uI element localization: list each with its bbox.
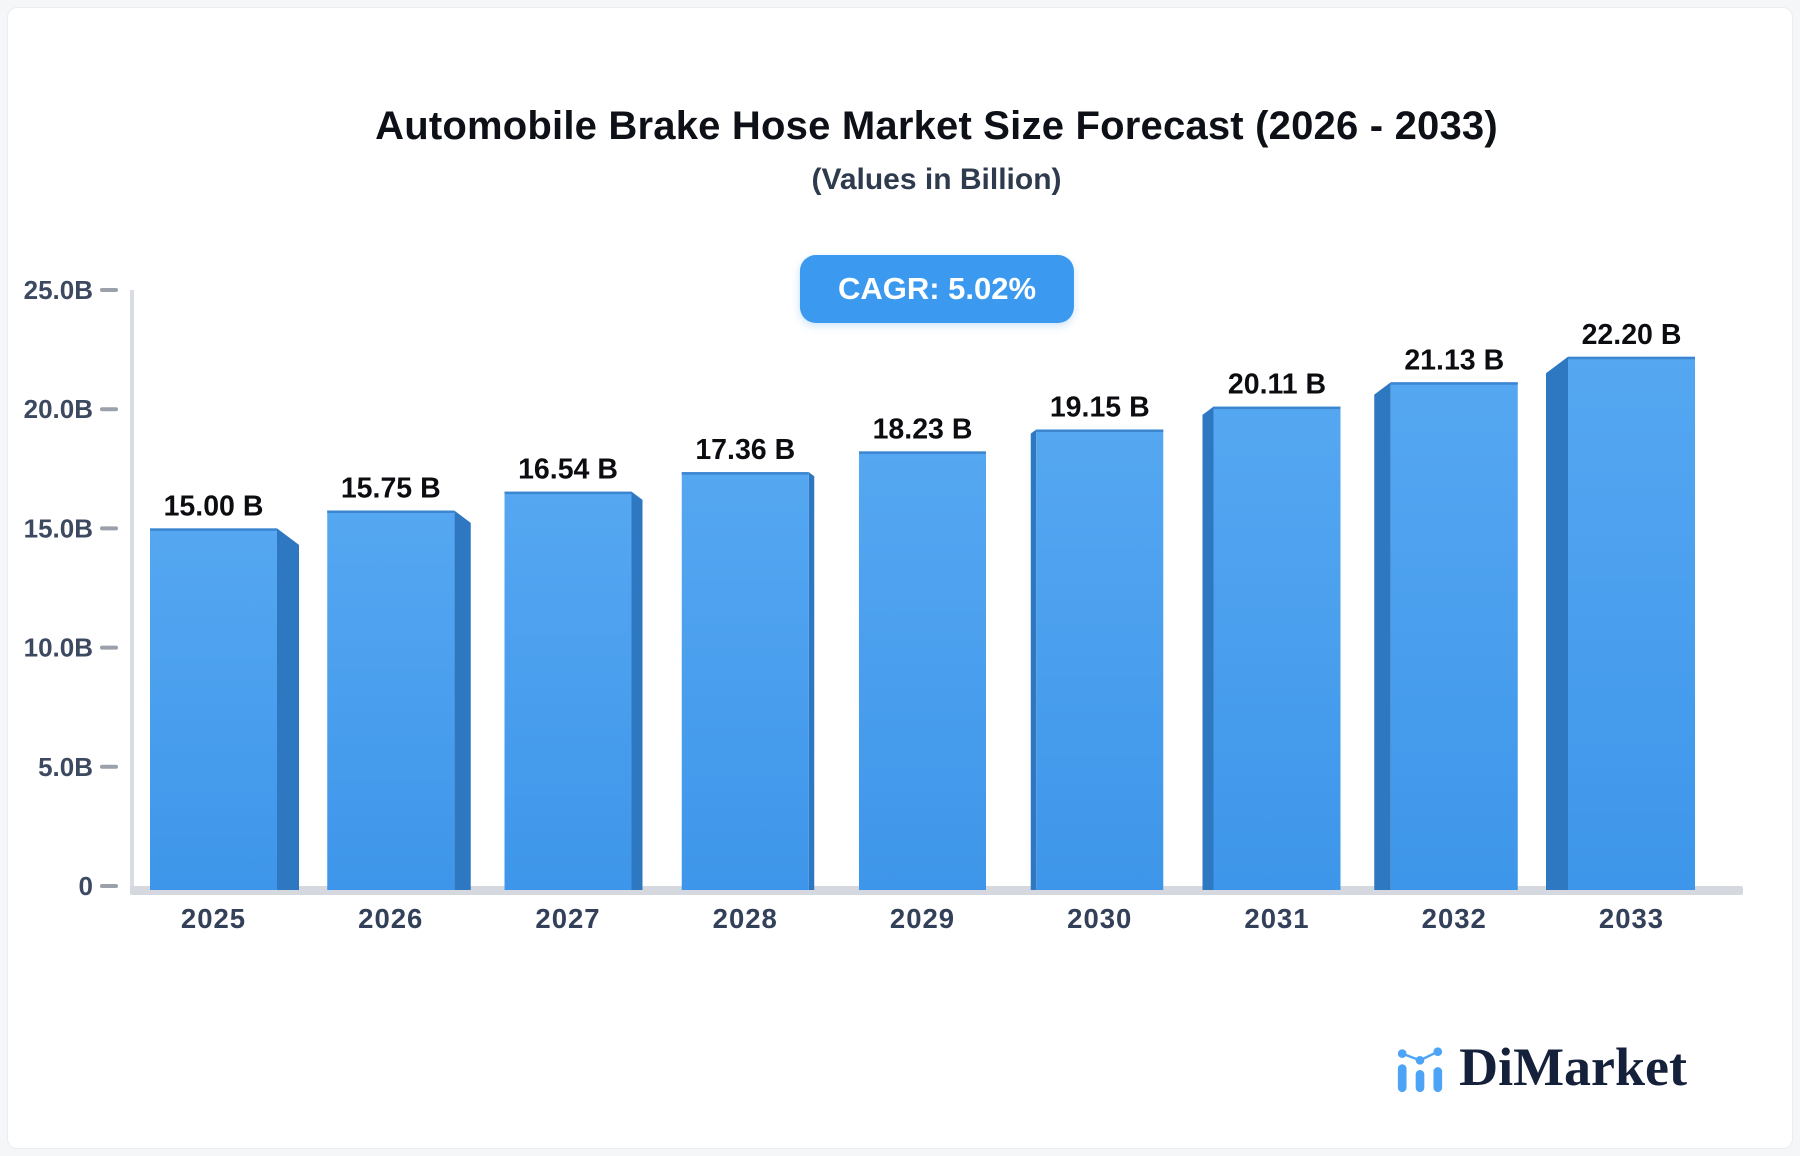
y-tick-label: 15.0B — [24, 513, 93, 543]
bar-2033: 22.20 B 2033 — [1546, 319, 1695, 934]
bar-value-label: 21.13 B — [1404, 344, 1504, 376]
bar-2026: 15.75 B 2026 — [327, 473, 471, 934]
bar-2028: 17.36 B 2028 — [681, 434, 815, 934]
bar-side-face — [808, 472, 815, 890]
bar-side-face — [277, 528, 299, 890]
bar-side-face — [1546, 356, 1568, 890]
y-axis-line — [130, 290, 134, 892]
y-tick-label: 5.0B — [38, 752, 93, 782]
y-tick-mark — [100, 884, 118, 888]
x-tick-label: 2031 — [1244, 903, 1309, 934]
bar-value-label: 15.00 B — [164, 490, 264, 522]
bar-side-face — [454, 510, 471, 890]
bar-main-face — [859, 451, 986, 890]
bar-main-face — [504, 491, 632, 890]
y-tick-label: 10.0B — [24, 633, 93, 663]
bar-main-face — [1568, 356, 1695, 890]
mini-bar-chart-icon — [1397, 1047, 1443, 1093]
bar-main-face — [1213, 406, 1341, 890]
y-tick-label: 0 — [79, 871, 93, 901]
bar-2032: 21.13 B 2032 — [1374, 344, 1518, 934]
x-tick-label: 2032 — [1422, 903, 1487, 934]
x-tick-label: 2028 — [713, 903, 778, 934]
x-tick-label: 2030 — [1067, 903, 1132, 934]
brand-logo-text: DiMarket — [1459, 1037, 1687, 1097]
bar-main-face — [1390, 382, 1518, 890]
bar-main-face — [681, 472, 809, 890]
bar-2027: 16.54 B 2027 — [504, 454, 643, 934]
bar-2025: 15.00 B 2025 — [150, 490, 299, 934]
y-tick-mark — [100, 288, 118, 292]
bar-side-face — [1202, 406, 1214, 890]
y-tick-mark — [100, 407, 118, 412]
bar-value-label: 16.54 B — [518, 454, 618, 486]
x-tick-label: 2033 — [1599, 903, 1664, 934]
bar-side-face — [631, 491, 643, 890]
bar-2030: 19.15 B 2030 — [1030, 391, 1164, 934]
bar-value-label: 19.15 B — [1050, 391, 1150, 423]
y-tick-label: 20.0B — [24, 394, 93, 424]
brand-logo: DiMarket — [1395, 1040, 1687, 1094]
x-tick-label: 2027 — [535, 903, 600, 934]
chart-header: Automobile Brake Hose Market Size Foreca… — [130, 104, 1743, 197]
page-title: Automobile Brake Hose Market Size Foreca… — [375, 104, 1498, 148]
page-subtitle: (Values in Billion) — [811, 163, 1062, 196]
y-tick-mark — [100, 645, 118, 650]
x-tick-label: 2026 — [358, 903, 423, 934]
bar-value-label: 18.23 B — [873, 413, 973, 445]
y-tick-mark — [100, 764, 118, 769]
x-tick-label: 2025 — [181, 903, 246, 934]
bar-value-label: 17.36 B — [695, 434, 795, 466]
bar-side-face — [1374, 382, 1391, 890]
cagr-badge: CAGR: 5.02% — [799, 255, 1075, 323]
bar-main-face — [327, 510, 455, 890]
bar-side-face — [1030, 429, 1037, 890]
bar-value-label: 22.20 B — [1582, 319, 1682, 351]
bar-2029: 18.23 B 2029 — [859, 413, 986, 934]
bar-main-face — [150, 528, 277, 890]
bar-value-label: 20.11 B — [1228, 369, 1326, 401]
y-tick-mark — [100, 526, 118, 531]
x-tick-label: 2029 — [890, 903, 955, 934]
y-tick-label: 25.0B — [24, 275, 93, 305]
bar-main-face — [1036, 429, 1164, 890]
bar-value-label: 15.75 B — [341, 473, 441, 505]
bar-2031: 20.11 B 2031 — [1202, 369, 1341, 934]
